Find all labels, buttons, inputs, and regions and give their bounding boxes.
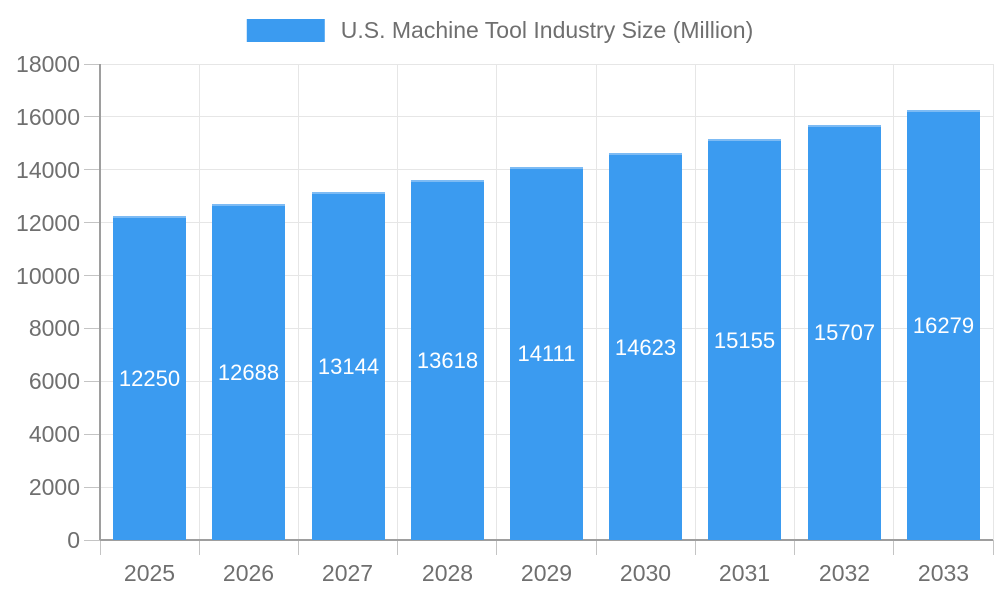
bar-value-label: 14111 (517, 341, 576, 367)
bar-value-label: 14623 (614, 334, 677, 360)
y-tick (84, 169, 100, 171)
bar-value-label: 13618 (416, 347, 479, 373)
y-tick-label: 18000 (16, 51, 80, 77)
y-tick (84, 486, 100, 488)
x-grid-line (694, 64, 696, 540)
x-tick-label: 2031 (718, 560, 771, 586)
y-tick-label: 6000 (28, 368, 80, 395)
y-grid-line (100, 63, 993, 65)
bar-value-label: 16279 (912, 312, 975, 338)
y-tick-label: 12000 (16, 209, 80, 236)
y-tick (84, 380, 100, 382)
x-grid-line (893, 64, 895, 540)
bar-value-label: 12250 (118, 366, 181, 392)
x-tick-label: 2030 (619, 560, 672, 586)
bar-value-label: 13144 (317, 354, 380, 380)
y-tick (84, 275, 100, 277)
legend-label: U.S. Machine Tool Industry Size (Million… (340, 17, 754, 43)
bar-value-label: 15707 (813, 320, 876, 346)
y-tick-label: 4000 (28, 421, 80, 448)
x-tick-label: 2033 (917, 560, 970, 586)
x-tick-label: 2032 (818, 560, 871, 586)
y-tick-label: 14000 (16, 156, 80, 183)
x-axis-line (100, 539, 993, 541)
bar[interactable]: 15155 (708, 139, 781, 540)
bar[interactable]: 14111 (510, 166, 583, 540)
y-tick (84, 116, 100, 118)
y-tick-label: 16000 (16, 103, 80, 130)
bar[interactable]: 13144 (312, 192, 385, 540)
x-tick (893, 540, 895, 555)
x-tick (297, 540, 299, 555)
y-tick-label: 2000 (28, 474, 80, 501)
x-tick (198, 540, 200, 555)
x-tick-label: 2027 (321, 560, 374, 586)
y-axis-line (99, 64, 101, 540)
x-tick (397, 540, 399, 555)
bar[interactable]: 16279 (907, 109, 980, 540)
y-tick (84, 63, 100, 65)
y-tick (84, 222, 100, 224)
x-grid-line (198, 64, 200, 540)
y-tick-label: 8000 (28, 315, 80, 342)
bar-value-label: 12688 (217, 360, 280, 386)
y-grid-line (100, 116, 993, 118)
x-grid-line (595, 64, 597, 540)
bar[interactable]: 13618 (411, 179, 484, 540)
y-tick (84, 327, 100, 329)
x-tick-label: 2026 (222, 560, 275, 586)
bar[interactable]: 12688 (212, 204, 285, 540)
bar[interactable]: 12250 (113, 216, 186, 540)
x-tick-label: 2025 (123, 560, 176, 586)
x-grid-line (297, 64, 299, 540)
bar-value-label: 15155 (713, 327, 776, 353)
x-tick (794, 540, 796, 555)
x-tick (595, 540, 597, 555)
y-tick (84, 539, 100, 541)
x-tick (694, 540, 696, 555)
y-tick (84, 433, 100, 435)
y-tick-label: 10000 (16, 262, 80, 289)
x-grid-line (992, 64, 994, 540)
x-grid-line (397, 64, 399, 540)
x-grid-line (496, 64, 498, 540)
x-grid-line (794, 64, 796, 540)
bar[interactable]: 15707 (808, 124, 881, 540)
x-tick (99, 540, 101, 555)
legend-swatch-icon (246, 18, 325, 42)
x-tick (496, 540, 498, 555)
legend[interactable]: U.S. Machine Tool Industry Size (Million… (246, 16, 754, 44)
x-tick-label: 2028 (421, 560, 474, 586)
bar[interactable]: 14623 (609, 153, 682, 540)
x-tick (992, 540, 994, 555)
x-tick-label: 2029 (520, 560, 573, 586)
y-tick-label: 0 (67, 527, 80, 553)
